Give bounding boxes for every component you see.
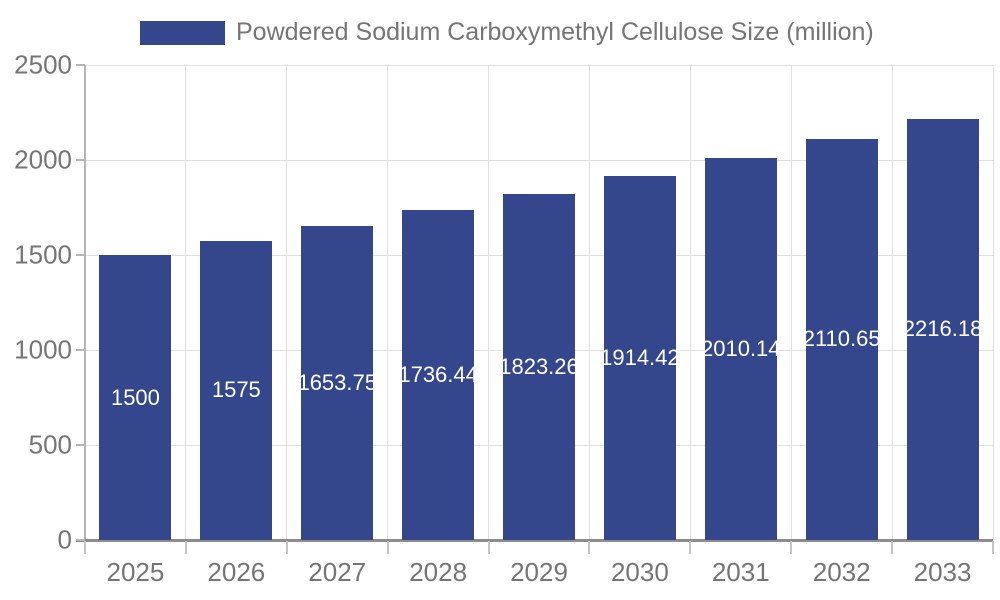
x-axis-tick (790, 541, 793, 554)
x-axis-tick (689, 541, 692, 554)
y-axis-tick (76, 159, 85, 161)
legend-label: Powdered Sodium Carboxymethyl Cellulose … (236, 18, 874, 46)
x-axis-tick-label: 2030 (610, 557, 669, 587)
bar-value-label: 1736.44 (398, 362, 478, 388)
bar-value-label: 1823.26 (499, 353, 579, 379)
vertical-gridline (185, 65, 187, 540)
legend-swatch-icon (140, 20, 225, 45)
horizontal-gridline (85, 64, 993, 66)
vertical-gridline (588, 65, 590, 540)
bar-value-label: 1500 (110, 384, 160, 410)
horizontal-gridline (85, 159, 993, 161)
y-axis-tick-label: 0 (57, 524, 72, 555)
bar[interactable] (99, 255, 172, 540)
y-axis-tick-label: 1000 (14, 334, 72, 365)
legend[interactable]: Powdered Sodium Carboxymethyl Cellulose … (140, 18, 874, 47)
bar[interactable] (402, 210, 475, 540)
x-axis-tick (992, 541, 994, 554)
x-axis-tick (84, 541, 86, 554)
bar-value-label: 1575 (211, 377, 261, 403)
bar-value-label: 2010.14 (701, 336, 781, 362)
vertical-gridline (689, 65, 691, 540)
x-axis-tick (891, 541, 894, 554)
x-axis-tick (487, 541, 490, 554)
x-axis-tick-label: 2026 (207, 557, 266, 587)
bar-value-label: 1653.75 (297, 369, 377, 395)
vertical-gridline (387, 65, 389, 540)
x-axis-tick-label: 2031 (711, 557, 770, 587)
bar[interactable] (603, 176, 676, 540)
x-axis-tick-label: 2025 (106, 557, 165, 587)
y-axis-tick-label: 2500 (14, 49, 72, 80)
y-axis-tick (76, 349, 85, 351)
bar[interactable] (503, 193, 575, 540)
bar-value-label: 2110.65 (802, 326, 881, 352)
y-axis-tick (76, 444, 85, 446)
x-axis-tick-label: 2028 (409, 557, 468, 587)
y-axis-tick-label: 500 (28, 429, 72, 460)
x-axis-tick (184, 541, 187, 554)
y-axis-tick (76, 539, 85, 541)
y-axis-line (84, 65, 86, 541)
bar[interactable] (906, 118, 979, 540)
bar[interactable] (805, 138, 878, 540)
y-axis-tick-label: 1500 (14, 239, 72, 270)
bar[interactable] (200, 240, 273, 540)
bar-value-label: 2216.18 (902, 316, 983, 342)
x-axis-line (76, 539, 993, 542)
y-axis-tick-label: 2000 (14, 144, 72, 175)
vertical-gridline (286, 65, 288, 540)
x-axis-tick-label: 2032 (812, 557, 871, 587)
y-axis-tick (76, 64, 85, 66)
bar[interactable] (301, 225, 374, 540)
vertical-gridline (891, 65, 893, 540)
x-axis-tick (386, 541, 389, 554)
bar-value-label: 1914.42 (600, 345, 680, 371)
y-axis-tick (76, 254, 85, 256)
x-axis-tick (588, 541, 591, 554)
bar[interactable] (704, 158, 777, 540)
x-axis-tick (285, 541, 288, 554)
vertical-gridline (790, 65, 792, 540)
x-axis-tick-label: 2033 (913, 557, 972, 587)
x-axis-tick-label: 2027 (308, 557, 367, 587)
x-axis-tick-label: 2029 (510, 557, 568, 587)
vertical-gridline (488, 65, 490, 540)
vertical-gridline (992, 65, 994, 540)
